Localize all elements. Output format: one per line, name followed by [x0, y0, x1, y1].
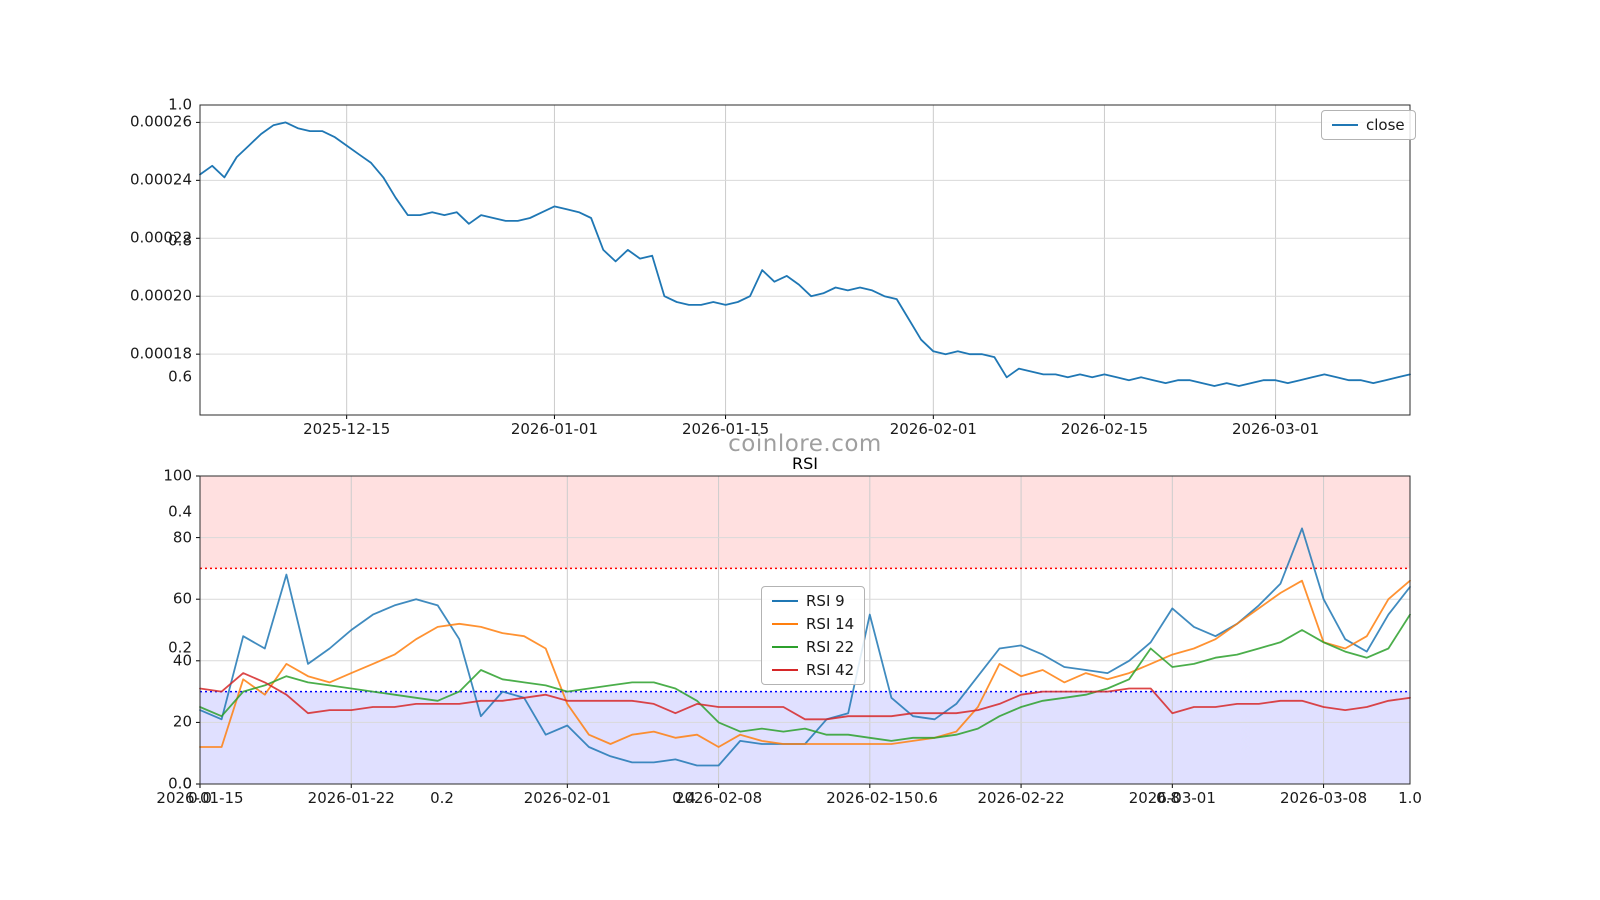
legend-line-sample: [772, 646, 798, 648]
x-tick-label: 2026-01-15: [681, 420, 770, 438]
y-tick-label: 0.00018: [129, 344, 192, 363]
rsi-chart-title: RSI: [792, 454, 818, 473]
x-tick-label: 2026-03-01: [1231, 420, 1320, 438]
plot-border: [199, 104, 1411, 416]
background-x-tick-label: 0.4: [672, 789, 696, 807]
y-tick-label: 80: [172, 528, 192, 547]
y-tick-label: 0.00026: [129, 112, 192, 131]
legend-item: close: [1332, 116, 1405, 134]
plot-border: [199, 475, 1411, 785]
background-x-tick-label: 0.0: [188, 789, 212, 807]
rsi-42-line: [199, 672, 1411, 721]
x-tick-label: 2026-02-15: [1060, 420, 1149, 438]
legend-line-sample: [772, 623, 798, 625]
close-legend: close: [1321, 110, 1416, 140]
y-tick-label: 0.00020: [129, 286, 192, 305]
legend-item: RSI 42: [772, 661, 854, 679]
legend-label: RSI 42: [806, 661, 855, 679]
background-y-tick-label: 0.2: [168, 638, 192, 657]
x-tick-label: 2026-01-15: [156, 789, 244, 807]
y-tick-label: 20: [172, 712, 192, 731]
legend-label: RSI 9: [806, 592, 845, 610]
x-tick-label: 2026-02-15: [826, 789, 914, 807]
overbought-band: [200, 476, 1410, 569]
y-tick-label: 60: [172, 589, 192, 608]
y-tick-label: 0: [182, 774, 192, 793]
background-x-tick-label: 0.6: [914, 789, 938, 807]
x-tick-label: 2026-02-22: [977, 789, 1065, 807]
legend-line-sample: [772, 669, 798, 671]
x-tick-label: 2026-02-01: [523, 789, 611, 807]
x-tick-label: 2026-01-22: [307, 789, 395, 807]
legend-label: close: [1366, 116, 1405, 134]
legend-item: RSI 14: [772, 615, 854, 633]
legend-item: RSI 22: [772, 638, 854, 656]
y-tick-label: 40: [172, 651, 192, 670]
x-tick-label: 2025-12-15: [303, 420, 391, 438]
background-y-tick-label: 1.0: [168, 95, 192, 114]
background-x-tick-label: 1.0: [1398, 789, 1422, 807]
background-y-tick-label: 0.0: [168, 774, 192, 793]
watermark: coinlore.com: [728, 431, 882, 457]
legend-item: RSI 9: [772, 592, 854, 610]
rsi-14-line: [199, 579, 1411, 748]
rsi-22-line: [199, 613, 1411, 742]
x-tick-label: 2026-02-08: [674, 789, 763, 807]
rsi-legend: RSI 9 RSI 14 RSI 22 RSI 42: [761, 586, 866, 685]
y-tick-label: 100: [163, 466, 192, 485]
legend-line-sample: [1332, 124, 1358, 126]
y-tick-label: 0.00022: [129, 228, 192, 247]
background-y-tick-label: 0.4: [168, 502, 192, 521]
background-x-tick-label: 0.8: [1156, 789, 1180, 807]
background-x-tick-label: 0.2: [430, 789, 454, 807]
background-y-tick-label: 0.6: [168, 367, 192, 386]
x-tick-label: 2026-03-08: [1279, 789, 1368, 807]
y-tick-label: 0.00024: [129, 170, 192, 189]
x-tick-label: 2026-02-01: [889, 420, 977, 438]
close-line: [199, 121, 1411, 387]
legend-line-sample: [772, 600, 798, 602]
x-tick-label: 2026-03-01: [1128, 789, 1216, 807]
legend-label: RSI 14: [806, 615, 855, 633]
background-y-tick-label: 0.8: [168, 231, 192, 250]
x-tick-label: 2026-01-01: [510, 420, 599, 438]
legend-label: RSI 22: [806, 638, 855, 656]
